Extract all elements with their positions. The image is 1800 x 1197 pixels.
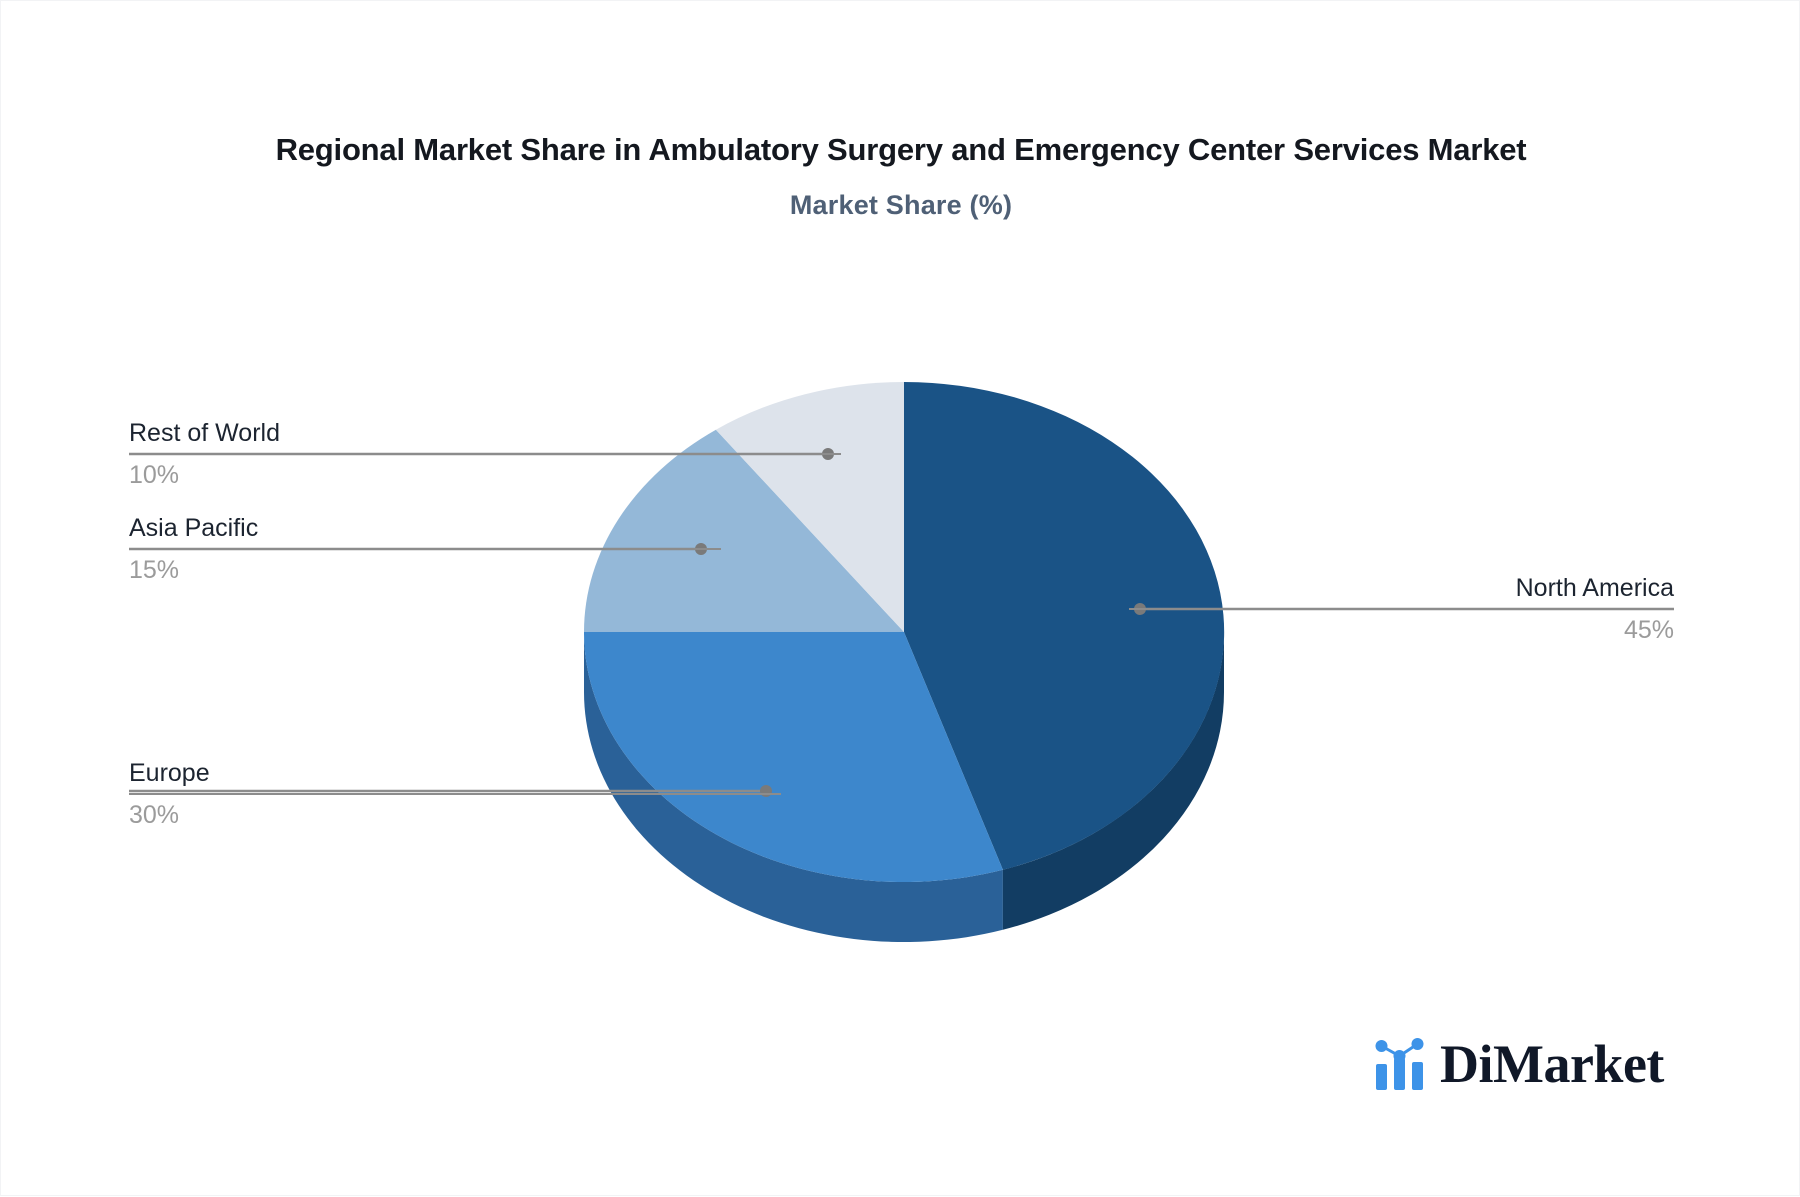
- chart-title: Regional Market Share in Ambulatory Surg…: [275, 132, 1527, 167]
- pie-side-europe: [583, 632, 1003, 943]
- callout-north-america: North America 45%: [1129, 571, 1674, 647]
- callout-asia-pacific: Asia Pacific 15%: [129, 511, 729, 587]
- callout-value-asia-pacific: 15%: [129, 556, 180, 584]
- callout-rule-europe: [129, 793, 781, 795]
- brand-name: DiMarket: [1440, 1034, 1664, 1094]
- callout-label-europe: Europe: [129, 759, 210, 787]
- pie-slice-europe[interactable]: [583, 632, 1003, 883]
- brand-logo: DiMarket: [1372, 1036, 1664, 1092]
- callout-rest-of-world: Rest of World 10%: [129, 416, 849, 492]
- pie-slice-rest-of-world[interactable]: [715, 381, 904, 632]
- callout-value-north-america: 45%: [1623, 616, 1674, 644]
- callout-value-rest-of-world: 10%: [129, 461, 180, 489]
- callout-europe: Europe 30%: [129, 756, 789, 832]
- callout-rule-rest-of-world: [129, 453, 841, 455]
- pie-side-north-america: [1002, 632, 1225, 930]
- bar-chart-dots-icon: [1375, 1038, 1424, 1090]
- callout-label-north-america: North America: [1515, 574, 1674, 602]
- pie-slice-north-america[interactable]: [904, 381, 1225, 870]
- pie-slice-asia-pacific[interactable]: [584, 429, 904, 632]
- callout-rule-asia-pacific: [129, 548, 721, 550]
- chart-subtitle: Market Share (%): [789, 190, 1013, 220]
- callout-rule-north-america: [1129, 608, 1674, 610]
- callout-label-asia-pacific: Asia Pacific: [129, 514, 259, 542]
- callout-value-europe: 30%: [129, 801, 180, 829]
- callout-label-rest-of-world: Rest of World: [129, 419, 280, 447]
